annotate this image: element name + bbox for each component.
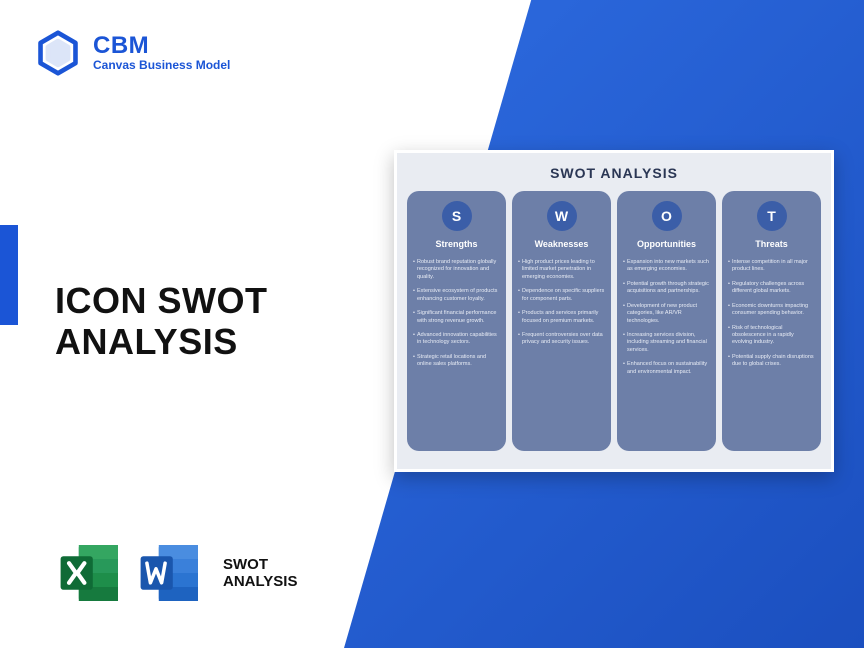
swot-item: Frequent controversies over data privacy… [518, 332, 605, 347]
word-icon [135, 538, 205, 608]
swot-column-heading: Strengths [413, 239, 500, 249]
brand-text: CBM Canvas Business Model [93, 34, 230, 72]
swot-column-heading: Threats [728, 239, 815, 249]
swot-item: Potential growth through strategic acqui… [623, 281, 710, 296]
swot-letter-badge: S [442, 201, 472, 231]
swot-column-o: O Opportunities Expansion into new markets… [617, 191, 716, 451]
page-canvas: CBM Canvas Business Model ICON SWOT ANAL… [0, 0, 864, 648]
swot-column-s: S Strengths Robust brand reputation global… [407, 191, 506, 451]
file-icons-row: SWOT ANALYSIS [55, 538, 297, 608]
swot-item: Regulatory challenges across different g… [728, 281, 815, 296]
swot-column-w: W Weaknesses High product prices leading t… [512, 191, 611, 451]
swot-item-list: High product prices leading to limited m… [518, 259, 605, 347]
excel-icon [55, 538, 125, 608]
swot-letter-badge: W [547, 201, 577, 231]
swot-item-list: Robust brand reputation globally recogni… [413, 259, 500, 369]
swot-item-list: Intense competition in all major product… [728, 259, 815, 369]
swot-item: Intense competition in all major product… [728, 259, 815, 274]
swot-column-t: T Threats Intense competition in all major… [722, 191, 821, 451]
swot-item-list: Expansion into new markets such as emerg… [623, 259, 710, 376]
swot-item: Extensive ecosystem of products enhancin… [413, 288, 500, 303]
swot-column-heading: Opportunities [623, 239, 710, 249]
swot-item: Enhanced focus on sustainability and env… [623, 361, 710, 376]
page-title: ICON SWOT ANALYSIS [55, 280, 267, 363]
swot-letter-badge: O [652, 201, 682, 231]
swot-item: Expansion into new markets such as emerg… [623, 259, 710, 274]
swot-card: SWOT ANALYSIS S Strengths Robust brand rep… [394, 150, 834, 472]
swot-item: Risk of technological obsolescence in a … [728, 325, 815, 347]
swot-item: Dependence on specific suppliers for com… [518, 288, 605, 303]
swot-item: Economic downturns impacting consumer sp… [728, 303, 815, 318]
accent-bar [0, 225, 18, 325]
brand-name: Canvas Business Model [93, 58, 230, 72]
title-line-2: ANALYSIS [55, 321, 267, 362]
swot-item: High product prices leading to limited m… [518, 259, 605, 281]
swot-column-heading: Weaknesses [518, 239, 605, 249]
swot-item: Potential supply chain disruptions due t… [728, 354, 815, 369]
file-label-line-2: ANALYSIS [223, 573, 297, 590]
swot-item: Advanced innovation capabilities in tech… [413, 332, 500, 347]
swot-letter-badge: T [757, 201, 787, 231]
swot-item: Products and services primarily focused … [518, 310, 605, 325]
swot-item: Increasing services division, including … [623, 332, 710, 354]
title-line-1: ICON SWOT [55, 280, 267, 321]
swot-item: Significant financial performance with s… [413, 310, 500, 325]
swot-columns: S Strengths Robust brand reputation global… [407, 191, 821, 451]
brand-abbr: CBM [93, 34, 230, 58]
file-label-line-1: SWOT [223, 556, 297, 573]
brand-logo: CBM Canvas Business Model [35, 30, 230, 76]
swot-item: Robust brand reputation globally recogni… [413, 259, 500, 281]
swot-item: Development of new product categories, l… [623, 303, 710, 325]
swot-card-title: SWOT ANALYSIS [407, 165, 821, 181]
logo-icon [35, 30, 81, 76]
file-icons-label: SWOT ANALYSIS [223, 556, 297, 591]
swot-item: Strategic retail locations and online sa… [413, 354, 500, 369]
